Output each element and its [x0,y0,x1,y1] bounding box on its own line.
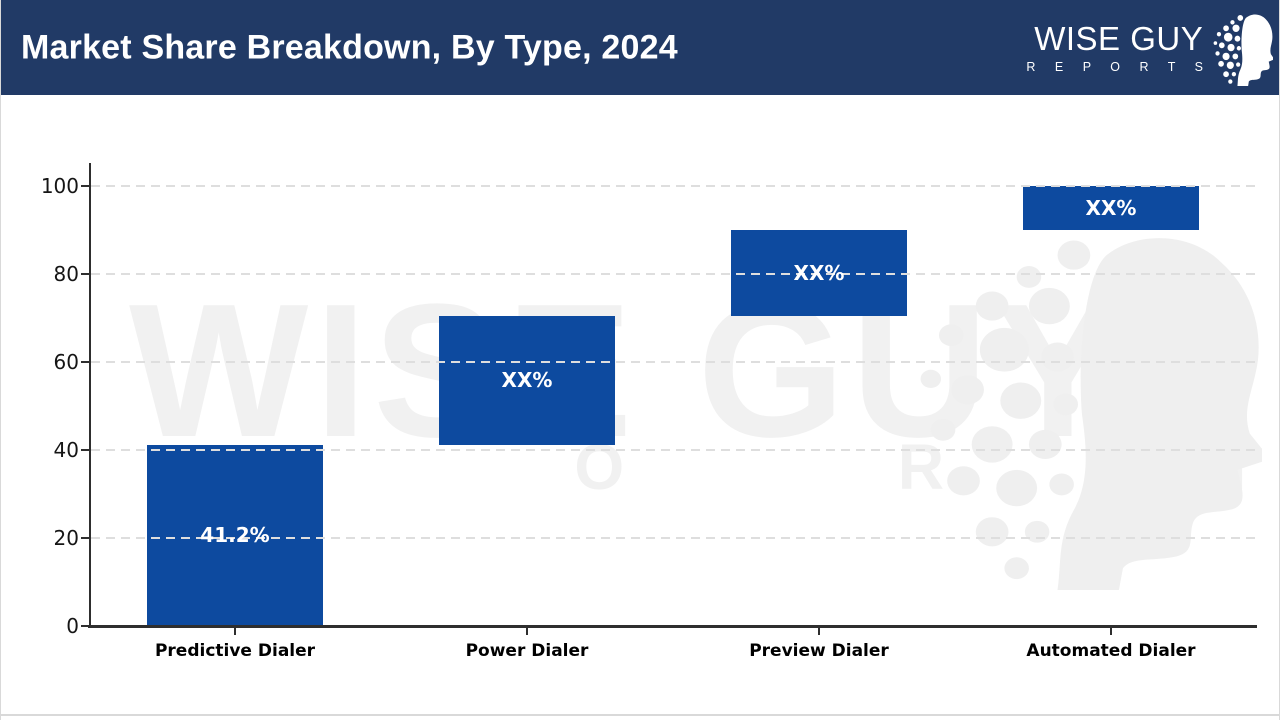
logo-wordmark: WISE GUY [1034,20,1204,57]
logo-subtext: R E P O R T S [1026,59,1211,74]
gridline-y-20 [91,537,1257,539]
y-tick-label: 100 [40,174,79,198]
bar-predictive-dialer [147,444,323,626]
gridline-y-60 [91,361,1257,363]
y-tick-label: 0 [66,614,79,638]
x-category-label: Preview Dialer [749,641,889,661]
y-tick-label: 20 [53,526,79,550]
x-category-label: Power Dialer [465,641,589,661]
bar-value-label: XX% [1085,196,1137,220]
page-title: Market Share Breakdown, By Type, 2024 [21,28,678,66]
bottom-divider [1,714,1279,716]
y-axis-line [89,163,91,628]
logo-text: WISE GUY R E P O R T S [1026,20,1211,74]
x-tick [1110,627,1112,635]
y-tick [81,361,89,363]
x-tick [526,627,528,635]
bar-automated-dialer [1023,186,1199,230]
bar-value-label: XX% [793,260,845,285]
y-tick [81,185,89,187]
y-tick-label: 60 [53,350,79,374]
y-tick [81,537,89,539]
y-tick-label: 80 [53,262,79,286]
y-tick [81,625,89,627]
y-tick-label: 40 [53,438,79,462]
bar-value-label: XX% [501,368,553,393]
x-tick [818,627,820,635]
x-tick [234,627,236,635]
bar-preview-dialer [731,230,907,316]
bar-power-dialer [439,315,615,445]
bar-value-label: 41.2% [200,523,270,548]
gridline-y-80 [91,273,1257,275]
gridline-y-40 [91,449,1257,451]
x-category-label: Predictive Dialer [154,641,316,661]
header-bar: Market Share Breakdown, By Type, 2024 WI… [1,0,1279,95]
y-tick [81,273,89,275]
x-category-label: Automated Dialer [1026,641,1196,661]
wiseguy-logo: WISE GUY R E P O R T S [1023,8,1273,88]
gridline-y-100 [91,185,1257,187]
x-axis-line [88,625,1257,628]
wiseguy-head-icon [1213,14,1273,86]
y-tick [81,449,89,451]
